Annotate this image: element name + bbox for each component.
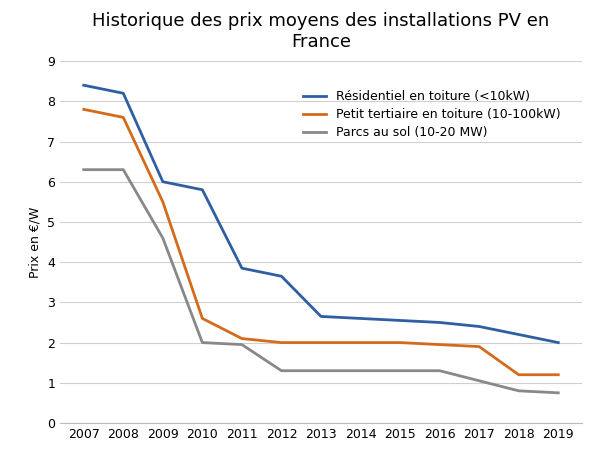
- Petit tertiaire en toiture (10-100kW): [317, 340, 325, 345]
- Parcs au sol (10-20 MW): [278, 368, 285, 374]
- Résidentiel en toiture (<10kW): [199, 187, 206, 193]
- Résidentiel en toiture (<10kW): [515, 332, 523, 337]
- Parcs au sol (10-20 MW): [397, 368, 404, 374]
- Petit tertiaire en toiture (10-100kW): [278, 340, 285, 345]
- Résidentiel en toiture (<10kW): [436, 320, 443, 325]
- Résidentiel en toiture (<10kW): [554, 340, 562, 345]
- Parcs au sol (10-20 MW): [476, 378, 483, 384]
- Parcs au sol (10-20 MW): [436, 368, 443, 374]
- Parcs au sol (10-20 MW): [80, 167, 88, 172]
- Petit tertiaire en toiture (10-100kW): [357, 340, 364, 345]
- Petit tertiaire en toiture (10-100kW): [238, 336, 245, 341]
- Legend: Résidentiel en toiture (<10kW), Petit tertiaire en toiture (10-100kW), Parcs au : Résidentiel en toiture (<10kW), Petit te…: [298, 86, 565, 144]
- Parcs au sol (10-20 MW): [357, 368, 364, 374]
- Parcs au sol (10-20 MW): [159, 235, 166, 241]
- Résidentiel en toiture (<10kW): [357, 316, 364, 321]
- Title: Historique des prix moyens des installations PV en
France: Historique des prix moyens des installat…: [92, 12, 550, 51]
- Petit tertiaire en toiture (10-100kW): [554, 372, 562, 377]
- Line: Parcs au sol (10-20 MW): Parcs au sol (10-20 MW): [84, 170, 558, 393]
- Petit tertiaire en toiture (10-100kW): [515, 372, 523, 377]
- Parcs au sol (10-20 MW): [515, 388, 523, 394]
- Parcs au sol (10-20 MW): [238, 342, 245, 347]
- Line: Résidentiel en toiture (<10kW): Résidentiel en toiture (<10kW): [84, 85, 558, 343]
- Résidentiel en toiture (<10kW): [80, 82, 88, 88]
- Parcs au sol (10-20 MW): [199, 340, 206, 345]
- Parcs au sol (10-20 MW): [554, 390, 562, 396]
- Résidentiel en toiture (<10kW): [397, 318, 404, 323]
- Résidentiel en toiture (<10kW): [317, 313, 325, 319]
- Parcs au sol (10-20 MW): [119, 167, 127, 172]
- Résidentiel en toiture (<10kW): [238, 266, 245, 271]
- Parcs au sol (10-20 MW): [317, 368, 325, 374]
- Résidentiel en toiture (<10kW): [476, 324, 483, 329]
- Résidentiel en toiture (<10kW): [159, 179, 166, 185]
- Petit tertiaire en toiture (10-100kW): [159, 199, 166, 204]
- Y-axis label: Prix en €/W: Prix en €/W: [29, 206, 41, 278]
- Petit tertiaire en toiture (10-100kW): [397, 340, 404, 345]
- Résidentiel en toiture (<10kW): [119, 90, 127, 96]
- Petit tertiaire en toiture (10-100kW): [476, 344, 483, 349]
- Petit tertiaire en toiture (10-100kW): [119, 115, 127, 120]
- Résidentiel en toiture (<10kW): [278, 274, 285, 279]
- Line: Petit tertiaire en toiture (10-100kW): Petit tertiaire en toiture (10-100kW): [84, 110, 558, 375]
- Petit tertiaire en toiture (10-100kW): [199, 316, 206, 321]
- Petit tertiaire en toiture (10-100kW): [436, 342, 443, 347]
- Petit tertiaire en toiture (10-100kW): [80, 107, 88, 112]
